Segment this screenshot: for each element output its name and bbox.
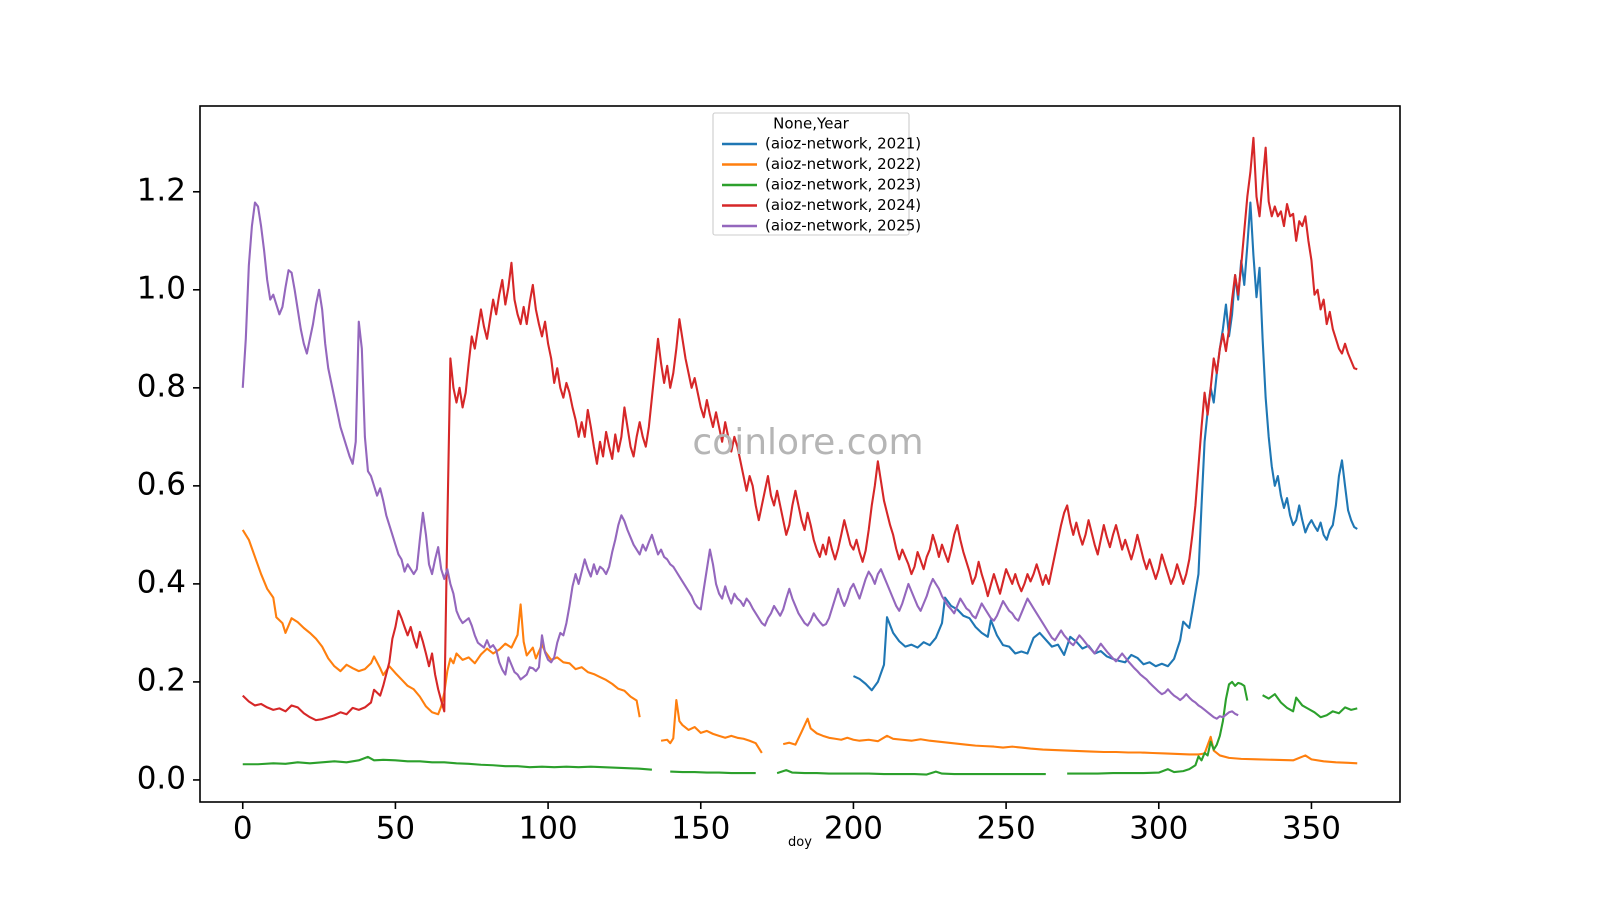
x-tick-label: 150 [671, 810, 730, 846]
y-tick-label: 0.0 [137, 760, 186, 796]
legend-box [712, 112, 910, 236]
y-tick-label: 0.4 [137, 564, 186, 600]
y-tick-label: 1.2 [137, 172, 186, 208]
x-tick-label: 200 [824, 810, 883, 846]
legend-label-2023[interactable]: (aioz-network, 2023) [765, 176, 921, 194]
x-tick-label: 350 [1282, 810, 1341, 846]
series-line-2022 [782, 717, 1358, 765]
y-tick-label: 0.8 [137, 368, 186, 404]
legend-title: None,Year [773, 115, 849, 133]
x-tick-label: 0 [233, 810, 253, 846]
y-tick-label: 0.2 [137, 662, 186, 698]
legend-label-2021[interactable]: (aioz-network, 2021) [765, 135, 921, 153]
x-axis-label: doy [788, 835, 812, 850]
series-line-2022 [660, 699, 763, 754]
series-line-2023 [242, 755, 652, 771]
axes-spines [199, 105, 1401, 803]
chart-legend[interactable]: None,Year (aioz-network, 2021)(aioz-netw… [712, 112, 921, 236]
legend-label-2022[interactable]: (aioz-network, 2022) [765, 155, 921, 173]
series-line-2023 [1067, 680, 1249, 775]
axis-ticks-group: 0 50 100 150 200 250 300 350 0.0 0.2 0.4 0.6 0.8 1.0 1… [137, 172, 1341, 846]
legend-entries: (aioz-network, 2021) (aioz-network, 2022)… [722, 135, 921, 235]
series-line-2023 [776, 769, 1046, 776]
series-line-2022 [241, 529, 641, 718]
x-tick-label: 50 [376, 810, 415, 846]
series-line-2024 [242, 136, 1358, 722]
y-tick-label: 1.0 [137, 270, 186, 306]
y-tick-label: 0.6 [137, 466, 186, 502]
x-tick-label: 300 [1129, 810, 1188, 846]
legend-label-2025[interactable]: (aioz-network, 2025) [765, 217, 921, 235]
x-tick-label: 250 [977, 810, 1036, 846]
series-line-2025 [241, 201, 1239, 720]
series-line-2023 [1262, 693, 1358, 719]
series-line-2021 [852, 201, 1358, 692]
x-tick-label: 100 [519, 810, 578, 846]
series-line-2023 [670, 770, 756, 775]
legend-label-2024[interactable]: (aioz-network, 2024) [765, 196, 921, 214]
series-group [241, 136, 1358, 776]
watermark-label: coinlore.com [692, 422, 923, 463]
